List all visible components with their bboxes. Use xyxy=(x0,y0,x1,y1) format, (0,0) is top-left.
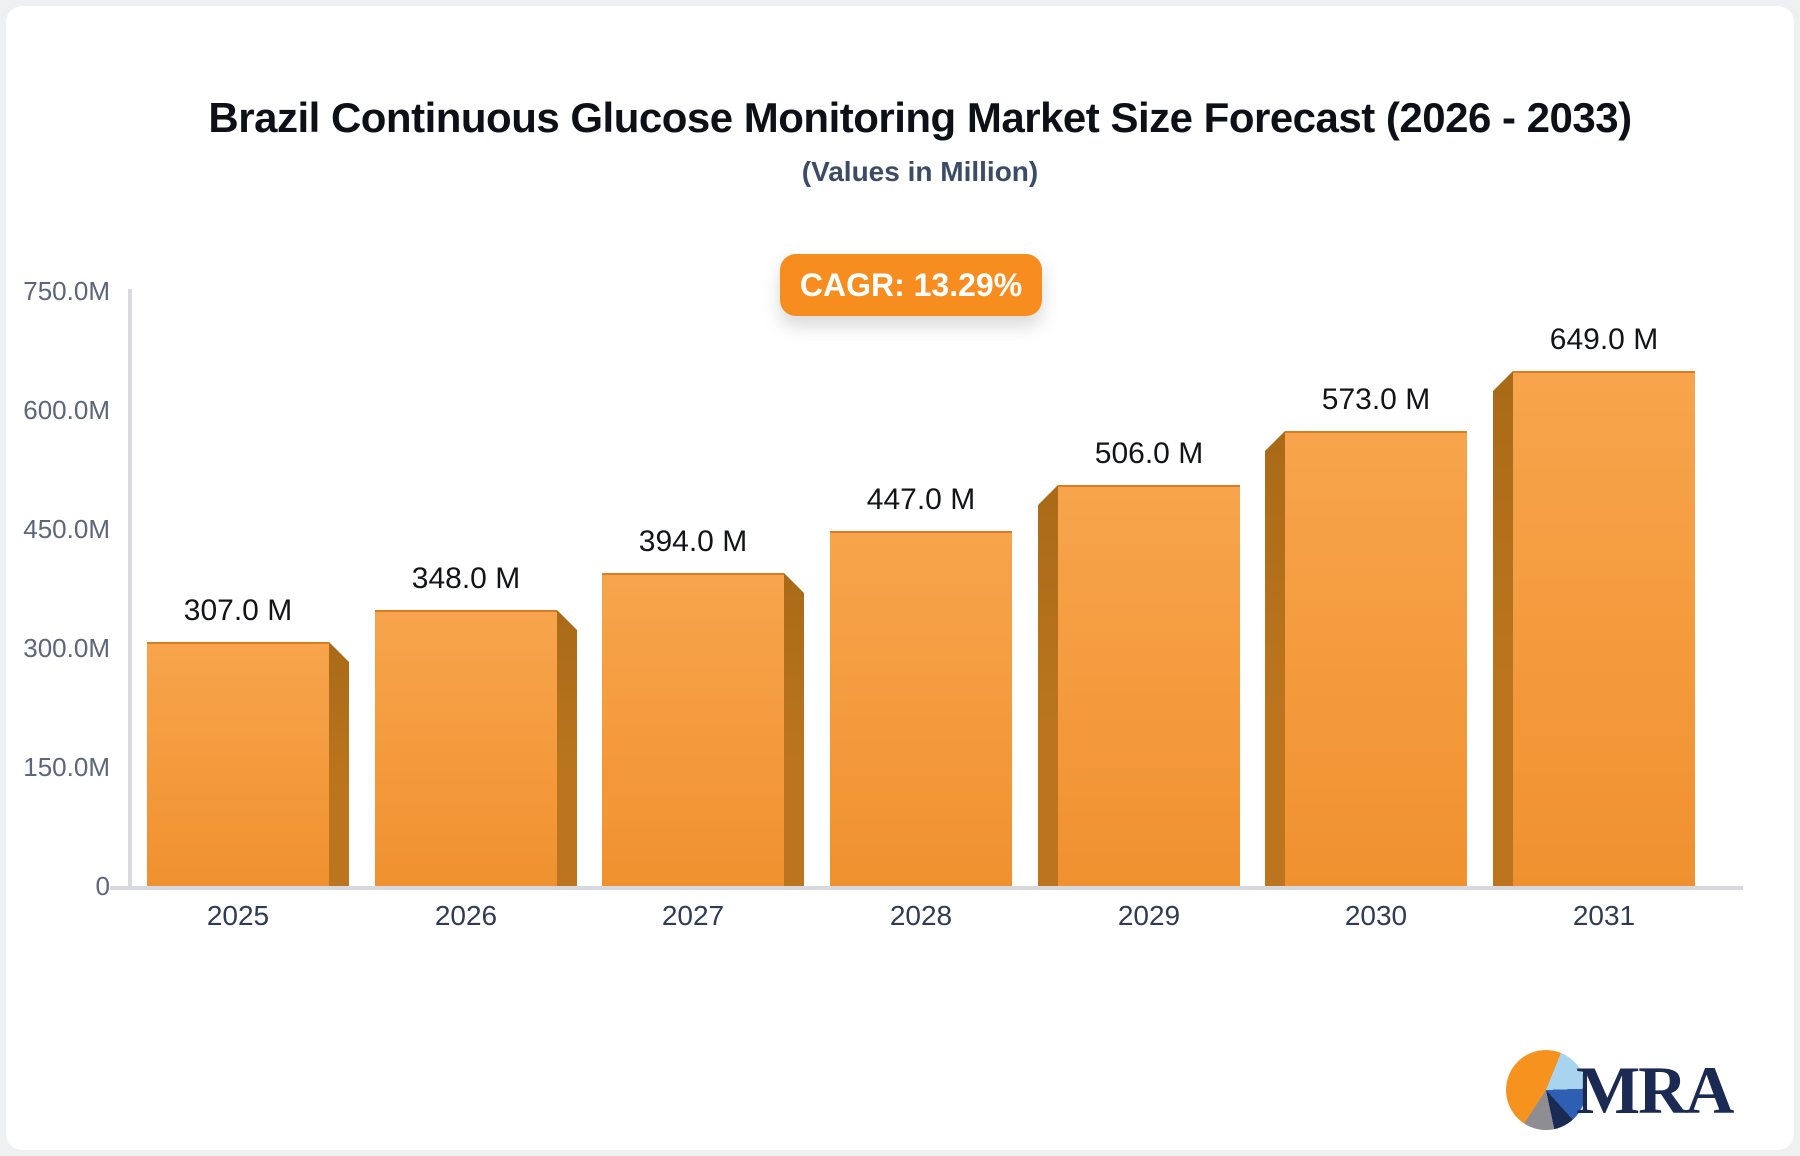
bar-side xyxy=(1038,485,1058,886)
bar-value-label: 307.0 M xyxy=(183,594,293,627)
bar-value-label: 447.0 M xyxy=(866,483,976,516)
chart-title: Brazil Continuous Glucose Monitoring Mar… xyxy=(208,94,1632,141)
bar-2027 xyxy=(602,573,784,886)
bar-2025 xyxy=(147,642,329,886)
x-axis-line xyxy=(110,886,1743,890)
logo-text: MRA xyxy=(1576,1052,1734,1128)
bar-side xyxy=(329,642,349,886)
x-tick-label: 2026 xyxy=(434,900,498,931)
bar-2030 xyxy=(1285,431,1467,886)
y-tick-label: 600.0M xyxy=(23,395,110,425)
y-axis-line xyxy=(128,289,132,890)
x-tick-label: 2030 xyxy=(1344,900,1408,931)
bar-side xyxy=(1493,371,1513,886)
y-tick-label: 300.0M xyxy=(23,633,110,663)
y-tick-label: 150.0M xyxy=(23,752,110,782)
bar-value-label: 649.0 M xyxy=(1549,323,1659,356)
x-tick-label: 2025 xyxy=(206,900,270,931)
bar-value-label: 348.0 M xyxy=(411,562,521,595)
chart-subtitle: (Values in Million) xyxy=(801,156,1039,187)
y-tick-label: 0 xyxy=(95,871,110,901)
bar-side xyxy=(784,573,804,886)
x-tick-label: 2027 xyxy=(661,900,725,931)
cagr-badge: CAGR: 13.29% xyxy=(780,254,1042,316)
y-tick-label: 750.0M xyxy=(23,276,110,306)
bar-value-label: 394.0 M xyxy=(638,525,748,558)
bar-value-label: 506.0 M xyxy=(1094,437,1204,470)
y-tick-label: 450.0M xyxy=(23,514,110,544)
x-tick-label: 2031 xyxy=(1572,900,1636,931)
x-tick-label: 2028 xyxy=(889,900,953,931)
bar-2029 xyxy=(1058,485,1240,886)
bar-2031 xyxy=(1513,371,1695,886)
bar-side xyxy=(557,610,577,886)
bar-2028 xyxy=(830,531,1012,886)
bar-2026 xyxy=(375,610,557,886)
brand-logo: MRA xyxy=(1506,1046,1734,1134)
pie-chart-icon xyxy=(1506,1050,1586,1130)
x-tick-label: 2029 xyxy=(1117,900,1181,931)
bar-value-label: 573.0 M xyxy=(1321,383,1431,416)
bar-side xyxy=(1265,431,1285,886)
